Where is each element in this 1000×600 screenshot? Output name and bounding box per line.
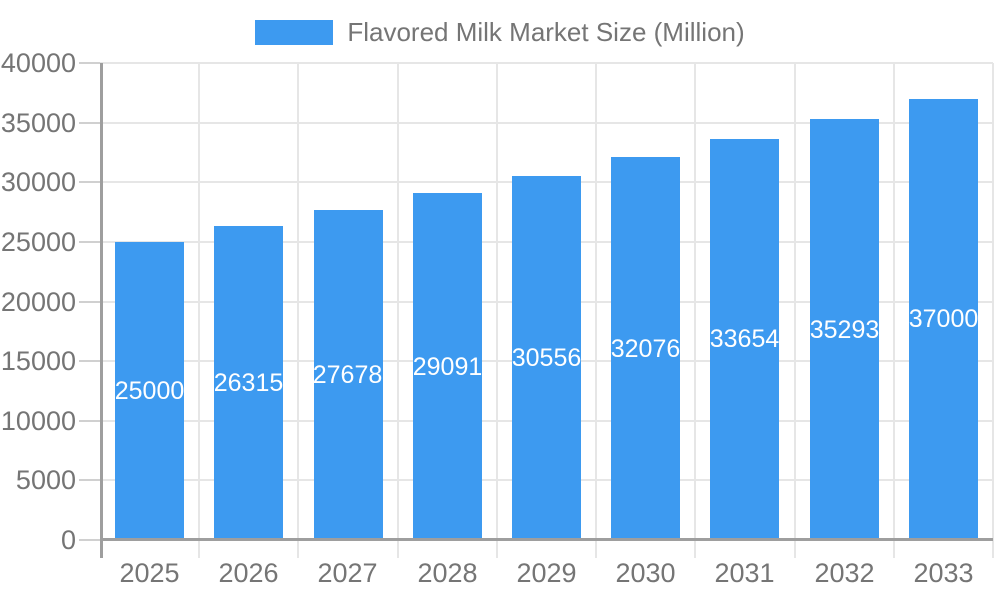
- vertical-gridline: [397, 63, 399, 558]
- y-axis-tick: [79, 122, 100, 124]
- x-axis-label: 2030: [615, 558, 676, 588]
- y-axis-tick: [79, 539, 100, 541]
- vertical-gridline: [694, 63, 696, 558]
- x-axis-label: 2032: [814, 558, 875, 588]
- y-axis-tick: [79, 360, 100, 362]
- y-axis-tick: [79, 241, 100, 243]
- vertical-gridline: [198, 63, 200, 558]
- y-axis-label: 40000: [0, 48, 76, 78]
- y-axis-label: 20000: [0, 287, 76, 317]
- x-axis-label: 2029: [516, 558, 577, 588]
- x-axis-line: [100, 538, 993, 541]
- y-axis-label: 30000: [0, 167, 76, 197]
- y-axis-tick: [79, 62, 100, 64]
- y-axis-label: 5000: [15, 465, 76, 495]
- bar-2030[interactable]: [611, 157, 680, 540]
- legend-swatch-icon: [255, 19, 334, 45]
- y-axis-line: [100, 63, 103, 558]
- plot-area: 25000 26315 27678 29091 30556 32076 33654 35293…: [100, 62, 994, 558]
- horizontal-gridline: [100, 62, 993, 64]
- y-axis-tick: [79, 420, 100, 422]
- y-axis-label: 10000: [0, 406, 76, 436]
- x-axis-label: 2028: [417, 558, 478, 588]
- y-axis-label: 35000: [0, 108, 76, 138]
- y-axis-label: 0: [60, 525, 76, 555]
- bar-2027[interactable]: [314, 210, 383, 540]
- x-axis-label: 2027: [317, 558, 378, 588]
- y-axis-tick: [79, 181, 100, 183]
- y-axis-tick: [79, 301, 100, 303]
- y-axis-label: 25000: [0, 227, 76, 257]
- x-axis-label: 2025: [119, 558, 180, 588]
- vertical-gridline: [595, 63, 597, 558]
- vertical-gridline: [496, 63, 498, 558]
- y-axis-tick: [79, 479, 100, 481]
- vertical-gridline: [893, 63, 895, 558]
- x-axis-label: 2031: [714, 558, 775, 588]
- vertical-gridline: [297, 63, 299, 558]
- x-axis-label: 2026: [218, 558, 279, 588]
- horizontal-gridline: [100, 122, 993, 124]
- legend[interactable]: Flavored Milk Market Size (Million): [0, 16, 1000, 47]
- bar-2025[interactable]: [115, 242, 184, 540]
- bar-2033[interactable]: [909, 99, 978, 540]
- x-axis-label: 2033: [913, 558, 974, 588]
- bar-2028[interactable]: [413, 193, 482, 540]
- vertical-gridline: [794, 63, 796, 558]
- bar-2031[interactable]: [710, 139, 779, 540]
- bar-2029[interactable]: [512, 176, 581, 540]
- y-axis-label: 15000: [0, 346, 76, 376]
- bar-2026[interactable]: [214, 226, 283, 540]
- legend-label: Flavored Milk Market Size (Million): [347, 16, 745, 47]
- vertical-gridline: [992, 63, 994, 558]
- bar-2032[interactable]: [810, 119, 879, 540]
